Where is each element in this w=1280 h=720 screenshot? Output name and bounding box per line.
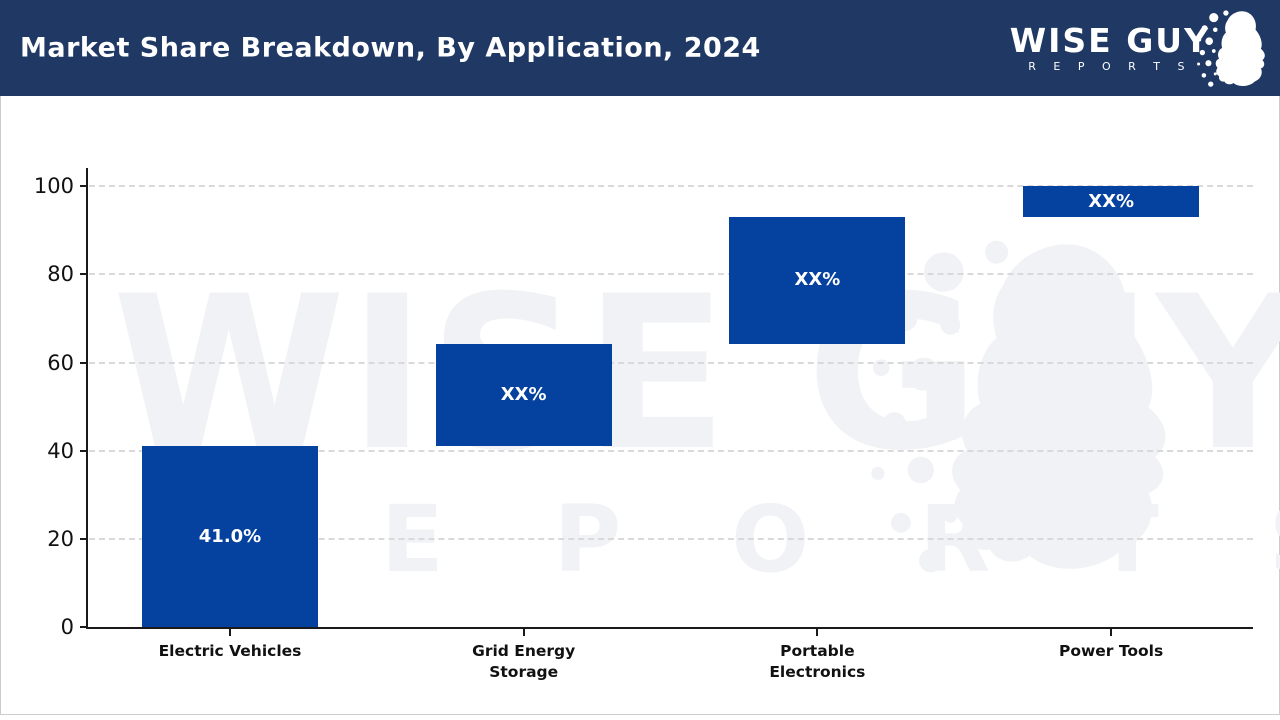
x-tickmark <box>522 628 525 636</box>
y-gridline <box>89 185 1253 188</box>
bar-value-label: XX% <box>1088 190 1134 212</box>
y-axis-tick-label: 100 <box>33 174 74 199</box>
y-tickmark <box>80 361 88 364</box>
y-tickmark <box>80 626 88 628</box>
y-tickmark <box>80 537 88 540</box>
y-gridline <box>89 361 1253 364</box>
x-tickmark <box>229 628 231 636</box>
x-tickmark <box>1110 628 1113 636</box>
brand-logo: WISE GUY R E P O R T S <box>1009 21 1210 74</box>
y-gridline <box>89 537 1253 540</box>
x-axis-category-label: Grid Energy Storage <box>472 642 576 681</box>
x-tickmark <box>816 628 819 636</box>
page-title: Market Share Breakdown, By Application, … <box>20 32 761 64</box>
bar-value-label: XX% <box>794 269 841 291</box>
watermark-face-graphic <box>871 240 1166 573</box>
bar-segment <box>435 343 612 447</box>
y-axis-tick-label: 60 <box>47 350 74 375</box>
x-axis-category-label: Electric Vehicles <box>158 642 302 660</box>
brand-name: WISE GUY <box>1009 21 1210 60</box>
y-axis-tick-label: 80 <box>47 262 74 287</box>
bar-value-label: 41.0% <box>198 525 262 547</box>
wiseguy-face-icon <box>1197 10 1265 87</box>
bar-segment <box>142 446 318 627</box>
bar-value-label: XX% <box>500 383 547 405</box>
x-axis-category-label: Portable Electronics <box>769 642 866 681</box>
header-bar: Market Share Breakdown, By Application, … <box>0 0 1280 96</box>
y-gridline <box>89 273 1253 276</box>
x-axis-category-label: Power Tools <box>1058 642 1164 660</box>
y-tickmark <box>80 185 88 188</box>
bar-segment <box>1023 186 1200 218</box>
y-axis-tick-label: 20 <box>47 526 74 551</box>
y-axis-spine <box>86 168 88 629</box>
y-tickmark <box>80 449 88 452</box>
y-axis-tick-label: 0 <box>60 615 74 639</box>
y-gridline <box>89 449 1253 452</box>
y-axis-tick-label: 40 <box>47 438 74 463</box>
y-tickmark <box>80 273 88 276</box>
bar-segment <box>729 217 906 344</box>
brand-subtitle: R E P O R T S <box>1028 60 1192 73</box>
x-axis-spine <box>86 627 1253 629</box>
